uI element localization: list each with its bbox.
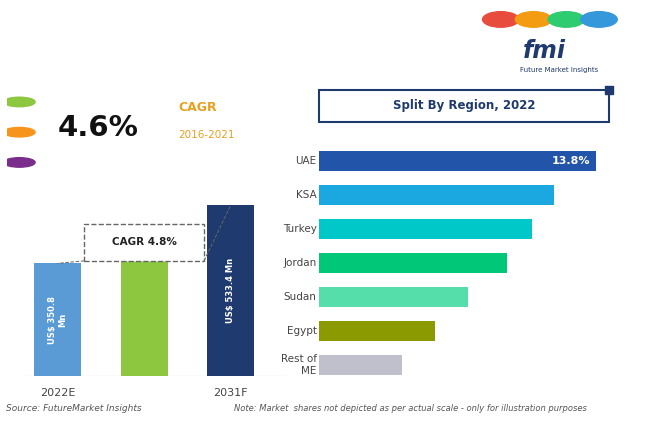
Text: UAE: UAE (295, 156, 317, 166)
Text: Rest of
ME: Rest of ME (281, 354, 317, 376)
Bar (319, 219, 532, 239)
Circle shape (581, 12, 618, 27)
Text: Sudan: Sudan (283, 292, 317, 302)
Bar (120, 235, 168, 376)
Text: Source: FutureMarket Insights: Source: FutureMarket Insights (6, 404, 142, 413)
FancyBboxPatch shape (319, 90, 610, 122)
Bar (319, 151, 595, 171)
Text: Jordan: Jordan (283, 258, 317, 268)
Text: 13.8%: 13.8% (552, 156, 590, 166)
Text: 4.6%: 4.6% (58, 114, 139, 142)
Text: CAGR 4.8%: CAGR 4.8% (112, 237, 177, 247)
Bar (319, 355, 402, 375)
Text: Note: Market  shares not depicted as per actual scale - only for illustration pu: Note: Market shares not depicted as per … (234, 404, 587, 413)
Text: 2016-2021: 2016-2021 (178, 130, 235, 140)
Circle shape (4, 127, 35, 137)
Text: US$ 350.8
Mn: US$ 350.8 Mn (48, 295, 67, 343)
Text: US$ 533.4 Mn: US$ 533.4 Mn (226, 258, 235, 323)
Bar (319, 321, 436, 341)
Text: fmi: fmi (523, 38, 566, 63)
Circle shape (515, 12, 552, 27)
Circle shape (4, 158, 35, 167)
FancyBboxPatch shape (84, 224, 204, 261)
Circle shape (548, 12, 584, 27)
Text: Egypt: Egypt (287, 326, 317, 336)
Text: CAGR: CAGR (178, 101, 216, 114)
Bar (319, 253, 507, 273)
Text: Turkey: Turkey (283, 224, 317, 234)
Circle shape (4, 97, 35, 107)
Text: Split By Region, 2022: Split By Region, 2022 (393, 99, 536, 112)
Text: 2031F: 2031F (214, 388, 248, 398)
Bar (207, 205, 255, 376)
Bar (34, 264, 81, 376)
Text: KSA: KSA (296, 190, 317, 200)
Text: 2022E: 2022E (40, 388, 75, 398)
Bar (319, 287, 469, 307)
Text: Future Market Insights: Future Market Insights (520, 67, 598, 73)
Text: 2022-2031: 2022-2031 (14, 53, 101, 68)
Circle shape (482, 12, 519, 27)
Text: Middle East Veterinary Vaccines Market Analysis: Middle East Veterinary Vaccines Market A… (14, 20, 417, 35)
Point (604, 86, 615, 93)
Bar (319, 185, 554, 205)
